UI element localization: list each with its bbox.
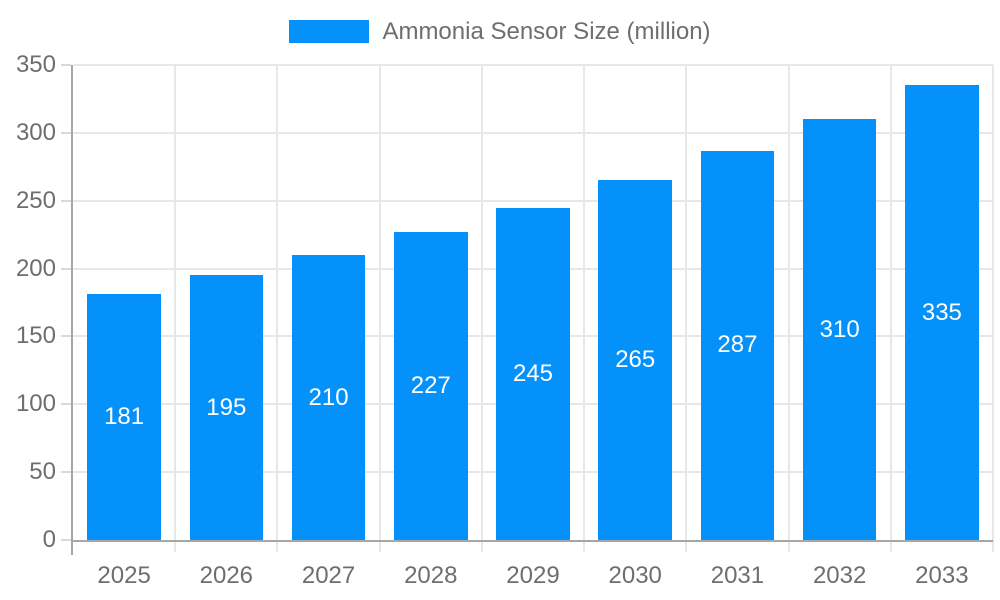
x-tick-label: 2025 — [97, 562, 151, 589]
y-tick-label: 150 — [15, 322, 56, 350]
y-axis-tick — [61, 199, 71, 202]
gridline-vertical — [583, 65, 586, 552]
bar-value-label: 181 — [104, 403, 145, 431]
x-tick-label: 2027 — [301, 562, 356, 589]
y-tick-label: 250 — [15, 186, 56, 214]
y-tick-label: 0 — [42, 526, 56, 553]
bar: 195 — [189, 275, 264, 540]
x-tick-label: 2032 — [812, 562, 867, 589]
x-tick-label: 2033 — [915, 562, 969, 589]
bar: 265 — [598, 180, 673, 540]
bar-value-label: 210 — [308, 383, 349, 411]
bar: 245 — [496, 207, 570, 540]
bar-value-label: 227 — [410, 371, 451, 399]
y-axis-tick — [61, 403, 71, 406]
x-tick-label: 2029 — [506, 562, 560, 589]
x-tick-label: 2026 — [199, 562, 254, 589]
gridline-vertical — [378, 65, 381, 552]
chart-legend[interactable]: Ammonia Sensor Size (million) — [0, 18, 1000, 45]
y-tick-label: 200 — [15, 254, 56, 282]
bar-value-label: 265 — [615, 346, 656, 374]
gridline-vertical — [276, 65, 279, 552]
legend-label: Ammonia Sensor Size (million) — [382, 18, 711, 45]
plot-area: 181 195 210 227 245 265 287 310 335 — [61, 64, 994, 555]
x-axis-labels: 2025 2026 2027 2028 2029 2030 2031 2032 2033 — [73, 540, 993, 600]
y-tick-label: 100 — [15, 390, 56, 418]
bar: 335 — [905, 85, 979, 540]
bar: 210 — [291, 255, 366, 540]
y-tick-label: 300 — [15, 118, 56, 146]
bar-value-label: 335 — [921, 298, 962, 326]
x-tick-label: 2028 — [404, 562, 458, 589]
bar-value-label: 195 — [206, 393, 247, 421]
bar-value-label: 245 — [512, 359, 553, 387]
bar: 310 — [802, 119, 877, 540]
gridline-vertical — [480, 65, 483, 552]
y-axis-tick — [61, 131, 71, 134]
bar: 227 — [393, 231, 468, 540]
gridline-vertical — [992, 65, 994, 552]
x-tick-label: 2030 — [608, 562, 662, 589]
y-axis-line — [71, 65, 73, 555]
y-tick-label: 350 — [15, 51, 56, 78]
y-axis-tick — [61, 267, 71, 270]
bar-value-label: 287 — [717, 331, 758, 359]
gridline-vertical — [685, 65, 688, 552]
y-axis-tick — [61, 335, 71, 338]
x-tick-label: 2031 — [710, 562, 765, 589]
bar-value-label: 310 — [819, 315, 860, 343]
bar: 287 — [700, 150, 775, 540]
gridline-horizontal — [73, 199, 993, 202]
gridline-horizontal — [73, 131, 993, 134]
y-axis-tick — [61, 64, 71, 66]
y-axis-labels: 0 50 100 150 200 250 300 350 — [0, 53, 56, 552]
x-axis-line — [73, 540, 993, 542]
legend-swatch-icon — [289, 20, 370, 43]
bar: 181 — [87, 294, 161, 540]
gridline-vertical — [787, 65, 790, 552]
y-axis-tick — [61, 471, 71, 474]
gridline-horizontal — [73, 64, 993, 66]
gridline-vertical — [174, 65, 177, 552]
y-axis-tick — [61, 539, 71, 541]
gridline-vertical — [889, 65, 892, 552]
y-tick-label: 50 — [29, 458, 56, 486]
